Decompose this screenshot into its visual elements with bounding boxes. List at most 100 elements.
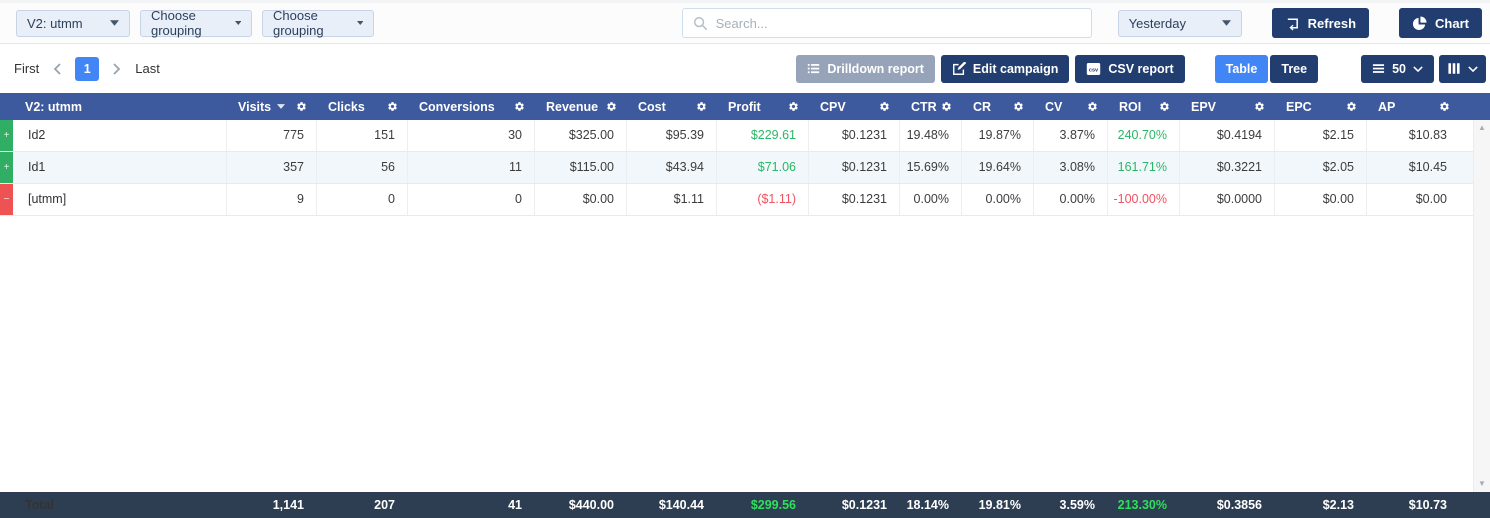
- view-tree-button[interactable]: Tree: [1270, 54, 1319, 83]
- search-box: [681, 8, 1092, 38]
- conversions-cell: 11: [407, 152, 534, 183]
- ap-cell: $10.45: [1366, 152, 1459, 183]
- gear-icon[interactable]: [941, 101, 952, 112]
- view-table-button[interactable]: Table: [1214, 54, 1269, 83]
- csv-report-label: CSV report: [1108, 61, 1174, 76]
- epv-cell: $0.3221: [1179, 152, 1274, 183]
- refresh-button[interactable]: Refresh: [1271, 8, 1370, 38]
- clicks-cell: 151: [316, 120, 407, 151]
- gear-icon[interactable]: [879, 101, 890, 112]
- gear-icon[interactable]: [1439, 101, 1450, 112]
- gear-icon[interactable]: [514, 101, 525, 112]
- total-label: Total: [25, 498, 54, 512]
- edit-campaign-button[interactable]: Edit campaign: [940, 54, 1070, 83]
- rows-per-page-button[interactable]: 50: [1361, 54, 1434, 83]
- cost-cell: $95.39: [626, 120, 716, 151]
- cost-cell: $43.94: [626, 152, 716, 183]
- chevron-down-icon: [1468, 66, 1478, 72]
- cr-cell: 0.00%: [961, 184, 1033, 215]
- scroll-down-icon[interactable]: ▼: [1478, 479, 1486, 488]
- column-header-revenue[interactable]: Revenue: [534, 93, 626, 120]
- edit-icon: [952, 62, 966, 76]
- total-cpv: $0.1231: [841, 498, 887, 512]
- total-cost: $140.44: [658, 498, 704, 512]
- chevron-down-icon: [357, 20, 364, 26]
- edit-campaign-label: Edit campaign: [972, 61, 1059, 76]
- column-header-visits[interactable]: Visits: [226, 93, 316, 120]
- pagination-first[interactable]: First: [14, 61, 40, 76]
- table-header: V2: utmm Visits Clicks Conversions Reven…: [0, 93, 1490, 120]
- date-range-value: Yesterday: [1128, 15, 1186, 31]
- grouping-select-1-value: Choose grouping: [151, 8, 202, 38]
- column-header-conversions[interactable]: Conversions: [407, 93, 534, 120]
- row-name: Id1: [28, 160, 46, 174]
- cpv-cell: $0.1231: [808, 184, 899, 215]
- grouping-select-1[interactable]: Choose grouping: [140, 8, 252, 38]
- top-toolbar: V2: utmm Choose grouping Choose grouping…: [0, 0, 1490, 44]
- columns-icon: [1447, 62, 1461, 75]
- cr-cell: 19.64%: [961, 152, 1033, 183]
- pagination: First 1 Last: [14, 56, 160, 81]
- gear-icon[interactable]: [1087, 101, 1098, 112]
- column-header-ctr[interactable]: CTR: [899, 93, 961, 120]
- column-header-cpv[interactable]: CPV: [808, 93, 899, 120]
- variable-select[interactable]: V2: utmm: [16, 9, 130, 37]
- column-header-ap[interactable]: AP: [1366, 93, 1459, 120]
- columns-settings-button[interactable]: [1439, 54, 1486, 83]
- epc-cell: $2.15: [1274, 120, 1366, 151]
- clicks-cell: 56: [316, 152, 407, 183]
- date-range-select[interactable]: Yesterday: [1117, 9, 1242, 37]
- roi-cell: 240.70%: [1107, 120, 1179, 151]
- gear-icon[interactable]: [1159, 101, 1170, 112]
- total-roi: 213.30%: [1117, 498, 1167, 512]
- table-empty-area: [0, 216, 1490, 492]
- report-table: V2: utmm Visits Clicks Conversions Reven…: [0, 93, 1490, 492]
- roi-cell: 161.71%: [1107, 152, 1179, 183]
- epc-cell: $2.05: [1274, 152, 1366, 183]
- gear-icon[interactable]: [387, 101, 398, 112]
- grouping-select-2[interactable]: Choose grouping: [262, 8, 374, 38]
- pagination-last[interactable]: Last: [135, 61, 160, 76]
- column-header-roi[interactable]: ROI: [1107, 93, 1179, 120]
- epv-cell: $0.4194: [1179, 120, 1274, 151]
- cr-cell: 19.87%: [961, 120, 1033, 151]
- column-header-clicks[interactable]: Clicks: [316, 93, 407, 120]
- cv-cell: 0.00%: [1033, 184, 1107, 215]
- column-header-epv[interactable]: EPV: [1179, 93, 1274, 120]
- clicks-cell: 0: [316, 184, 407, 215]
- gear-icon[interactable]: [606, 101, 617, 112]
- chart-button[interactable]: Chart: [1399, 8, 1482, 38]
- status-indicator: +: [0, 120, 13, 151]
- table-row[interactable]: − [utmm] 9 0 0 $0.00 $1.11 ($1.11) $0.12…: [0, 184, 1490, 216]
- gear-icon[interactable]: [696, 101, 707, 112]
- column-header-cr[interactable]: CR: [961, 93, 1033, 120]
- profit-cell: ($1.11): [716, 184, 808, 215]
- column-header-name[interactable]: V2: utmm: [25, 99, 82, 114]
- gear-icon[interactable]: [1254, 101, 1265, 112]
- view-tree-label: Tree: [1281, 61, 1308, 76]
- column-header-cv[interactable]: CV: [1033, 93, 1107, 120]
- gear-icon[interactable]: [1346, 101, 1357, 112]
- profit-cell: $71.06: [716, 152, 808, 183]
- pagination-page-1[interactable]: 1: [75, 56, 100, 81]
- report-actions: Drilldown report Edit campaign csv CSV r…: [796, 54, 1488, 83]
- table-row[interactable]: + Id2 775 151 30 $325.00 $95.39 $229.61 …: [0, 120, 1490, 152]
- table-row[interactable]: + Id1 357 56 11 $115.00 $43.94 $71.06 $0…: [0, 152, 1490, 184]
- column-header-profit[interactable]: Profit: [716, 93, 808, 120]
- column-header-cost[interactable]: Cost: [626, 93, 716, 120]
- list-icon: [807, 62, 820, 75]
- chevron-right-icon[interactable]: [113, 63, 121, 75]
- csv-report-button[interactable]: csv CSV report: [1075, 54, 1185, 83]
- drilldown-report-button[interactable]: Drilldown report: [796, 54, 935, 83]
- gear-icon[interactable]: [788, 101, 799, 112]
- scroll-up-icon[interactable]: ▲: [1478, 123, 1486, 132]
- drilldown-report-label: Drilldown report: [827, 61, 924, 76]
- column-header-epc[interactable]: EPC: [1274, 93, 1366, 120]
- chevron-left-icon[interactable]: [53, 63, 61, 75]
- vertical-scrollbar[interactable]: ▲ ▼: [1473, 120, 1490, 492]
- conversions-cell: 0: [407, 184, 534, 215]
- gear-icon[interactable]: [1013, 101, 1024, 112]
- search-input[interactable]: [715, 15, 1081, 31]
- total-clicks: 207: [374, 498, 395, 512]
- gear-icon[interactable]: [296, 101, 307, 112]
